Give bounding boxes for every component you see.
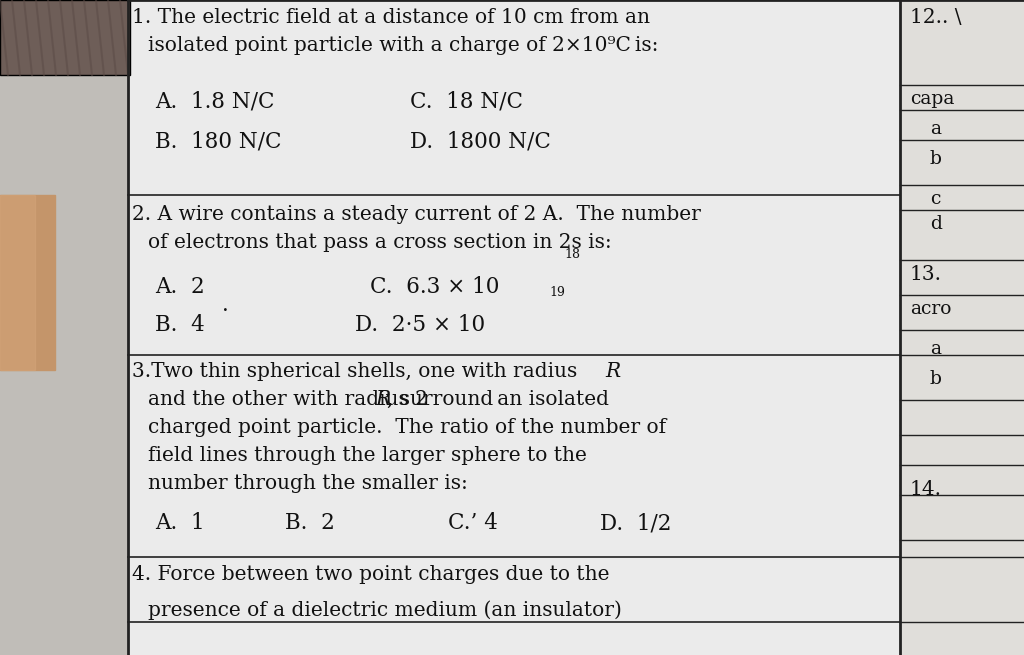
- Text: acro: acro: [910, 300, 951, 318]
- Text: 3.Two thin spherical shells, one with radius: 3.Two thin spherical shells, one with ra…: [132, 362, 584, 381]
- Text: B.  180 N/C: B. 180 N/C: [155, 130, 282, 152]
- Bar: [128, 0, 900, 655]
- Text: B.  4: B. 4: [155, 314, 205, 336]
- Text: B.  2: B. 2: [285, 512, 335, 534]
- Text: A.  1.8 N/C: A. 1.8 N/C: [155, 90, 274, 112]
- Text: , surround an isolated: , surround an isolated: [387, 390, 609, 409]
- Text: 19: 19: [549, 286, 565, 299]
- Text: A.  2: A. 2: [155, 276, 205, 298]
- Text: isolated point particle with a charge of 2×10⁹C is:: isolated point particle with a charge of…: [148, 36, 658, 55]
- Text: D.  1800 N/C: D. 1800 N/C: [410, 130, 551, 152]
- Text: b: b: [930, 370, 942, 388]
- Text: and the other with radius 2: and the other with radius 2: [148, 390, 428, 409]
- Text: 1. The electric field at a distance of 10 cm from an: 1. The electric field at a distance of 1…: [132, 8, 650, 27]
- Text: D.  2·5 × 10: D. 2·5 × 10: [355, 314, 485, 336]
- FancyBboxPatch shape: [0, 0, 130, 75]
- Text: field lines through the larger sphere to the: field lines through the larger sphere to…: [148, 446, 587, 465]
- Text: a: a: [930, 120, 941, 138]
- Text: 13.: 13.: [910, 265, 942, 284]
- Text: b: b: [930, 150, 942, 168]
- Text: A.  1: A. 1: [155, 512, 205, 534]
- Text: presence of a dielectric medium (an insulator): presence of a dielectric medium (an insu…: [148, 600, 622, 620]
- Text: C.  6.3 × 10: C. 6.3 × 10: [370, 276, 500, 298]
- Bar: [0, 75, 128, 655]
- Text: of electrons that pass a cross section in 2s is:: of electrons that pass a cross section i…: [148, 233, 611, 252]
- Text: D.  1/2: D. 1/2: [600, 512, 672, 534]
- Text: d: d: [930, 215, 942, 233]
- Polygon shape: [0, 195, 35, 370]
- Text: number through the smaller is:: number through the smaller is:: [148, 474, 468, 493]
- Text: 2. A wire contains a steady current of 2 A.  The number: 2. A wire contains a steady current of 2…: [132, 205, 700, 224]
- Polygon shape: [0, 195, 55, 370]
- Text: a: a: [930, 340, 941, 358]
- Text: 18: 18: [564, 248, 580, 261]
- Text: charged point particle.  The ratio of the number of: charged point particle. The ratio of the…: [148, 418, 667, 437]
- Text: R: R: [375, 390, 390, 409]
- Text: C.’ 4: C.’ 4: [449, 512, 498, 534]
- Text: ·: ·: [222, 300, 228, 322]
- Text: R: R: [605, 362, 621, 381]
- Text: 14.: 14.: [910, 480, 942, 499]
- Text: c: c: [930, 190, 940, 208]
- Bar: [900, 0, 1024, 655]
- Text: 12.. \: 12.. \: [910, 8, 962, 27]
- Text: capa: capa: [910, 90, 954, 108]
- Text: 4. Force between two point charges duе to the: 4. Force between two point charges duе t…: [132, 565, 609, 584]
- Text: C.  18 N/C: C. 18 N/C: [410, 90, 523, 112]
